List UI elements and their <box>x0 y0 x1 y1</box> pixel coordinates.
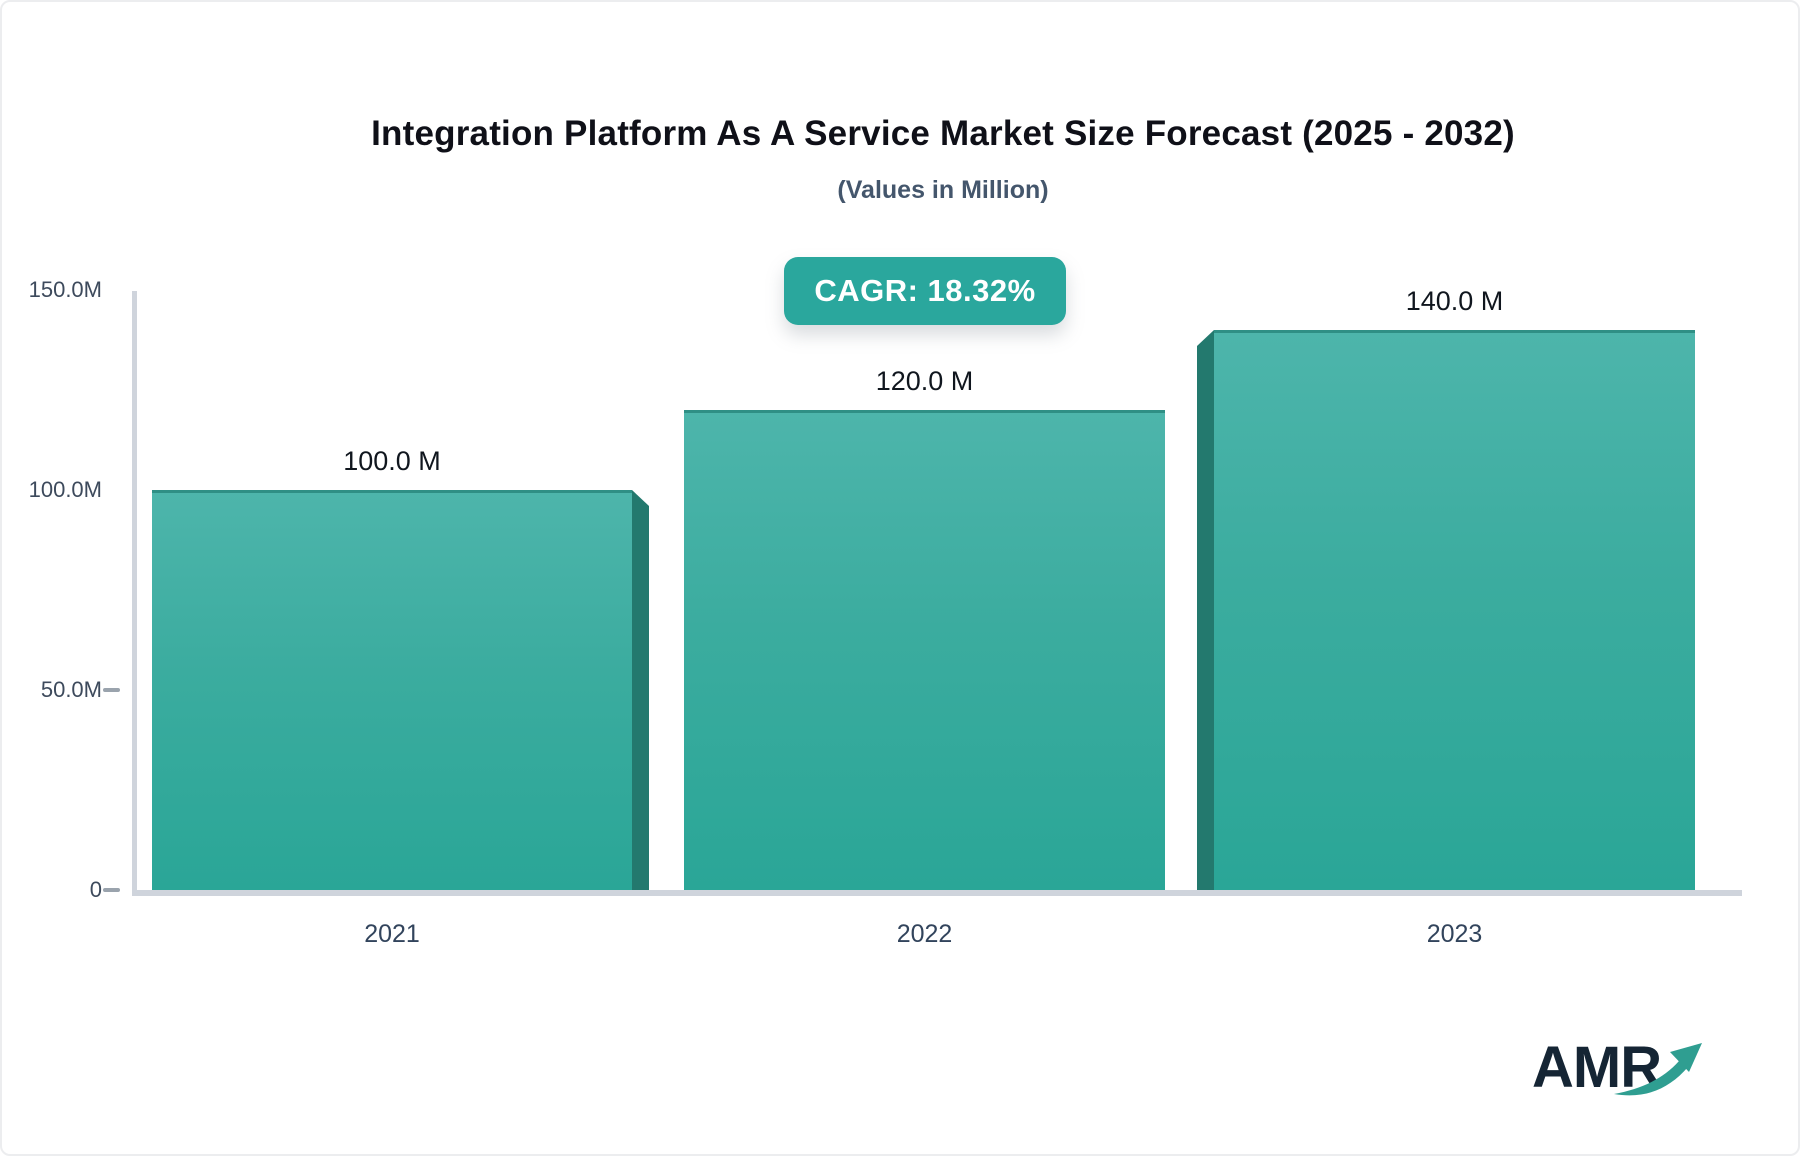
x-tick-label: 2021 <box>364 920 420 948</box>
y-tick-label: 50.0M <box>40 677 102 702</box>
x-tick-label: 2022 <box>896 920 953 948</box>
bar-side-shadow <box>1197 330 1214 890</box>
growth-arrow-icon <box>1614 1043 1702 1096</box>
bar-2023 <box>1214 330 1695 890</box>
y-axis-line <box>132 291 137 890</box>
x-axis-line <box>132 890 1742 896</box>
bar-value-label: 120.0 M <box>875 366 974 396</box>
x-tick-label: 2023 <box>1426 920 1483 948</box>
chart-subtitle: (Values in Million) <box>837 176 1049 204</box>
y-tick-label: 100.0M <box>28 477 102 502</box>
y-tick-dash <box>103 688 120 692</box>
bar-value-label: 100.0 M <box>343 446 441 476</box>
amr-logo: AMR <box>1532 1034 1772 1129</box>
bar-2022 <box>684 410 1165 890</box>
y-tick-label: 150.0M <box>28 277 102 302</box>
y-tick-dash <box>103 888 120 892</box>
cagr-badge: CAGR: 18.32% <box>784 257 1066 325</box>
bar-value-label: 140.0 M <box>1405 286 1504 316</box>
y-tick-label: 0 <box>89 877 102 902</box>
chart-title: Integration Platform As A Service Market… <box>371 114 1515 153</box>
bar-side-shadow <box>632 490 649 890</box>
bar-2021 <box>152 490 632 890</box>
